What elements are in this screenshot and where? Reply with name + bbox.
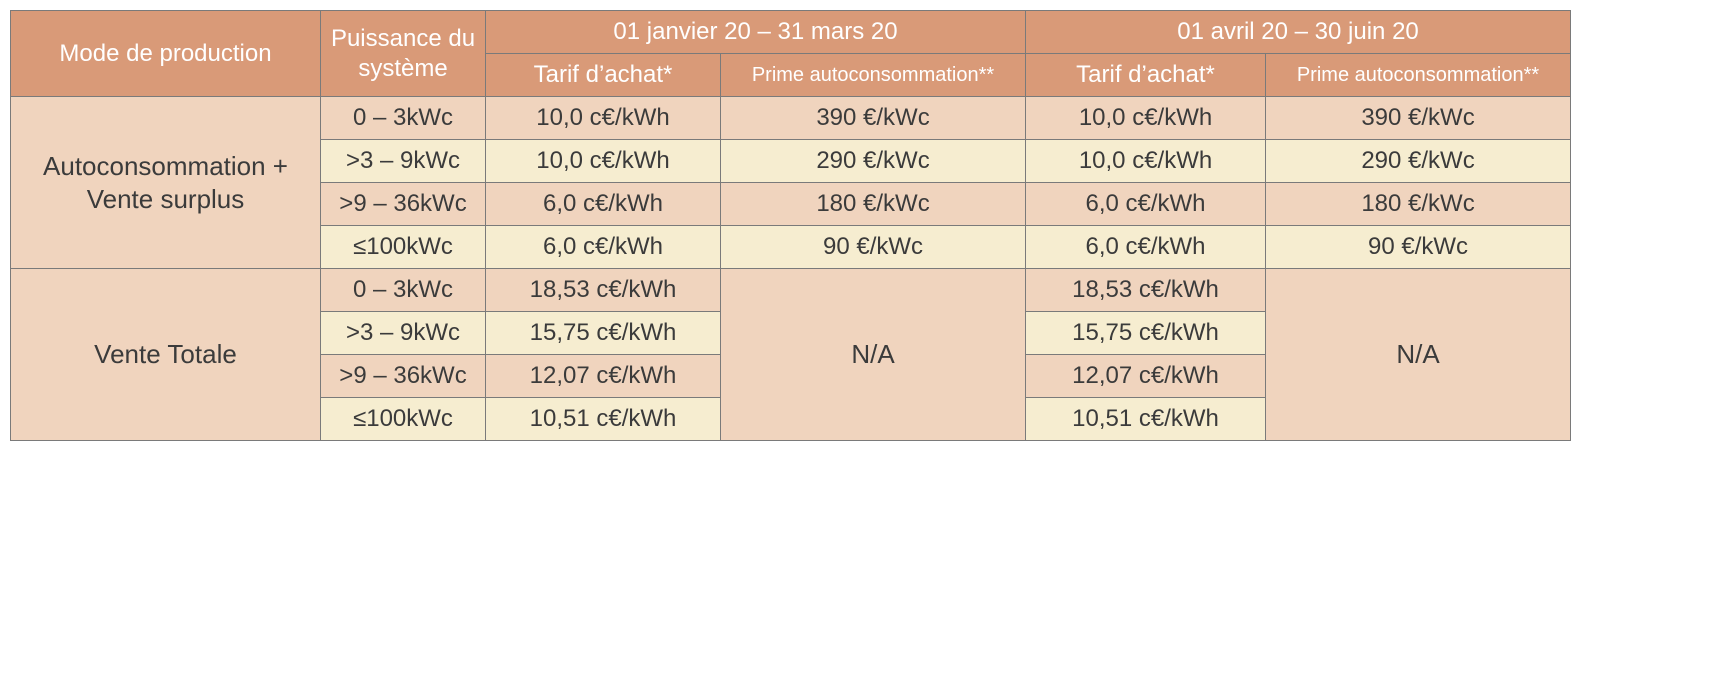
p2-tarif-cell: 10,0 c€/kWh [1026, 140, 1266, 183]
p2-tarif-cell: 12,07 c€/kWh [1026, 355, 1266, 398]
p2-tarif-cell: 15,75 c€/kWh [1026, 312, 1266, 355]
p1-tarif-cell: 15,75 c€/kWh [486, 312, 721, 355]
p1-prime-cell: 390 €/kWc [721, 97, 1026, 140]
p2-prime-cell: 90 €/kWc [1266, 226, 1571, 269]
col-p1-prime-header: Prime autoconsommation** [721, 54, 1026, 97]
p1-tarif-cell: 10,0 c€/kWh [486, 97, 721, 140]
p2-tarif-cell: 6,0 c€/kWh [1026, 183, 1266, 226]
power-cell: 0 – 3kWc [321, 269, 486, 312]
col-p2-prime-header: Prime autoconsommation** [1266, 54, 1571, 97]
p2-tarif-cell: 10,51 c€/kWh [1026, 398, 1266, 441]
p1-tarif-cell: 12,07 c€/kWh [486, 355, 721, 398]
power-cell: >9 – 36kWc [321, 355, 486, 398]
col-power-header: Puissance du système [321, 11, 486, 97]
power-cell: 0 – 3kWc [321, 97, 486, 140]
mode-label: Vente Totale [11, 269, 321, 441]
power-cell: ≤100kWc [321, 398, 486, 441]
power-cell: >3 – 9kWc [321, 140, 486, 183]
table-row: Vente Totale 0 – 3kWc 18,53 c€/kWh N/A 1… [11, 269, 1571, 312]
col-period2-header: 01 avril 20 – 30 juin 20 [1026, 11, 1571, 54]
power-cell: >9 – 36kWc [321, 183, 486, 226]
mode-label: Autoconsommation + Vente surplus [11, 97, 321, 269]
p2-prime-na: N/A [1266, 269, 1571, 441]
col-p2-tarif-header: Tarif d’achat* [1026, 54, 1266, 97]
col-p1-tarif-header: Tarif d’achat* [486, 54, 721, 97]
p1-prime-na: N/A [721, 269, 1026, 441]
p1-tarif-cell: 6,0 c€/kWh [486, 226, 721, 269]
p1-prime-cell: 290 €/kWc [721, 140, 1026, 183]
col-mode-header: Mode de production [11, 11, 321, 97]
p2-prime-cell: 180 €/kWc [1266, 183, 1571, 226]
p1-prime-cell: 180 €/kWc [721, 183, 1026, 226]
power-cell: ≤100kWc [321, 226, 486, 269]
tariff-table: Mode de production Puissance du système … [10, 10, 1571, 441]
p1-tarif-cell: 10,0 c€/kWh [486, 140, 721, 183]
p1-tarif-cell: 18,53 c€/kWh [486, 269, 721, 312]
p2-prime-cell: 290 €/kWc [1266, 140, 1571, 183]
p2-tarif-cell: 6,0 c€/kWh [1026, 226, 1266, 269]
p1-prime-cell: 90 €/kWc [721, 226, 1026, 269]
p2-prime-cell: 390 €/kWc [1266, 97, 1571, 140]
p2-tarif-cell: 10,0 c€/kWh [1026, 97, 1266, 140]
p1-tarif-cell: 10,51 c€/kWh [486, 398, 721, 441]
power-cell: >3 – 9kWc [321, 312, 486, 355]
p2-tarif-cell: 18,53 c€/kWh [1026, 269, 1266, 312]
table-row: Autoconsommation + Vente surplus 0 – 3kW… [11, 97, 1571, 140]
p1-tarif-cell: 6,0 c€/kWh [486, 183, 721, 226]
col-period1-header: 01 janvier 20 – 31 mars 20 [486, 11, 1026, 54]
